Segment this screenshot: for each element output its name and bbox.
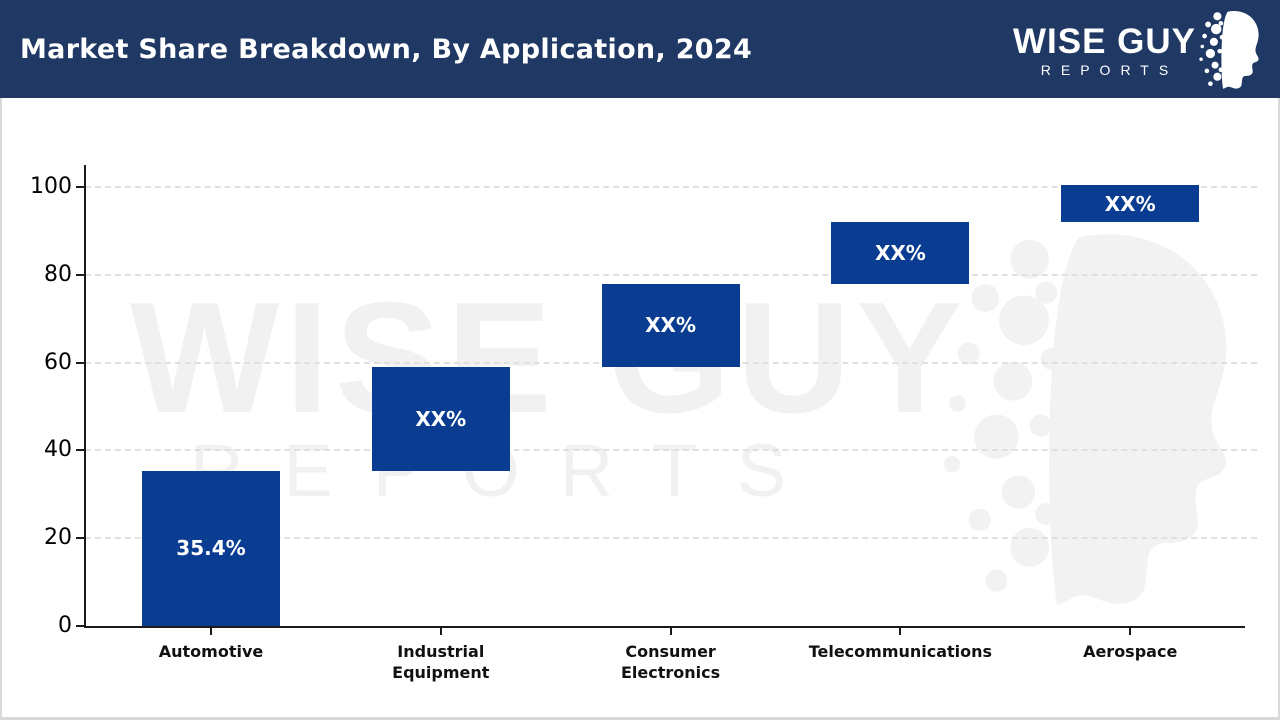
- x-tick-3: [899, 627, 902, 635]
- category-label: Automotive: [158, 642, 264, 661]
- x-tick-4: [1129, 627, 1132, 635]
- bar-value-label: 35.4%: [176, 536, 246, 561]
- bar-automotive: 35.4%: [142, 470, 280, 626]
- brand-subtitle: REPORTS: [1040, 61, 1179, 78]
- bar-value-label: XX%: [415, 406, 467, 431]
- page-border-bottom: [0, 717, 1280, 720]
- x-axis-line: [84, 626, 1245, 628]
- bar-telecommunications: XX%: [831, 222, 970, 284]
- category-label: Industrial Equipment: [392, 642, 490, 682]
- category-label: Aerospace: [1083, 642, 1178, 661]
- y-tick-label-40: 40: [44, 437, 72, 463]
- brand-logo: WISE GUY REPORTS: [1013, 4, 1266, 96]
- bar-value-label: XX%: [645, 313, 697, 338]
- y-tick-0: [76, 625, 85, 627]
- y-tick-label-20: 20: [44, 525, 72, 551]
- y-tick-label-0: 0: [58, 613, 72, 638]
- watermark-text: WISE GUY: [130, 270, 969, 446]
- y-tick-label-100: 100: [30, 174, 72, 199]
- dotted-head-logo-icon: [1199, 11, 1259, 89]
- gridline-y100: [85, 186, 1257, 188]
- y-tick-60: [76, 361, 85, 364]
- page-border-left: [0, 98, 2, 720]
- brand-logo-text: WISE GUY REPORTS: [1012, 21, 1196, 78]
- x-tick-2: [669, 627, 672, 635]
- bar-consumer-electronics: XX%: [601, 283, 740, 367]
- bar-aerospace: XX%: [1061, 185, 1200, 223]
- y-tick-40: [76, 449, 85, 452]
- gridline-y80: [85, 273, 1257, 276]
- category-label: Consumer Electronics: [621, 642, 721, 682]
- y-tick-20: [76, 537, 85, 540]
- category-label: Telecommunications: [808, 642, 993, 661]
- x-tick-1: [439, 627, 442, 635]
- bar-value-label: XX%: [1104, 191, 1156, 216]
- page-border-right: [1278, 98, 1280, 720]
- gridline-y20: [85, 537, 1257, 540]
- y-tick-100: [76, 186, 85, 188]
- header-bar: Market Share Breakdown, By Application, …: [0, 0, 1280, 98]
- bar-value-label: XX%: [874, 240, 926, 265]
- page-title: Market Share Breakdown, By Application, …: [20, 33, 753, 65]
- y-tick-label-60: 60: [44, 349, 72, 375]
- gridline-y40: [85, 449, 1257, 452]
- y-tick-80: [76, 273, 85, 276]
- bar-industrial-equipment: XX%: [371, 366, 510, 471]
- x-tick-0: [210, 627, 212, 635]
- y-tick-label-80: 80: [44, 261, 72, 287]
- brand-name: WISE GUY: [1012, 21, 1196, 61]
- y-axis-line: [84, 165, 86, 628]
